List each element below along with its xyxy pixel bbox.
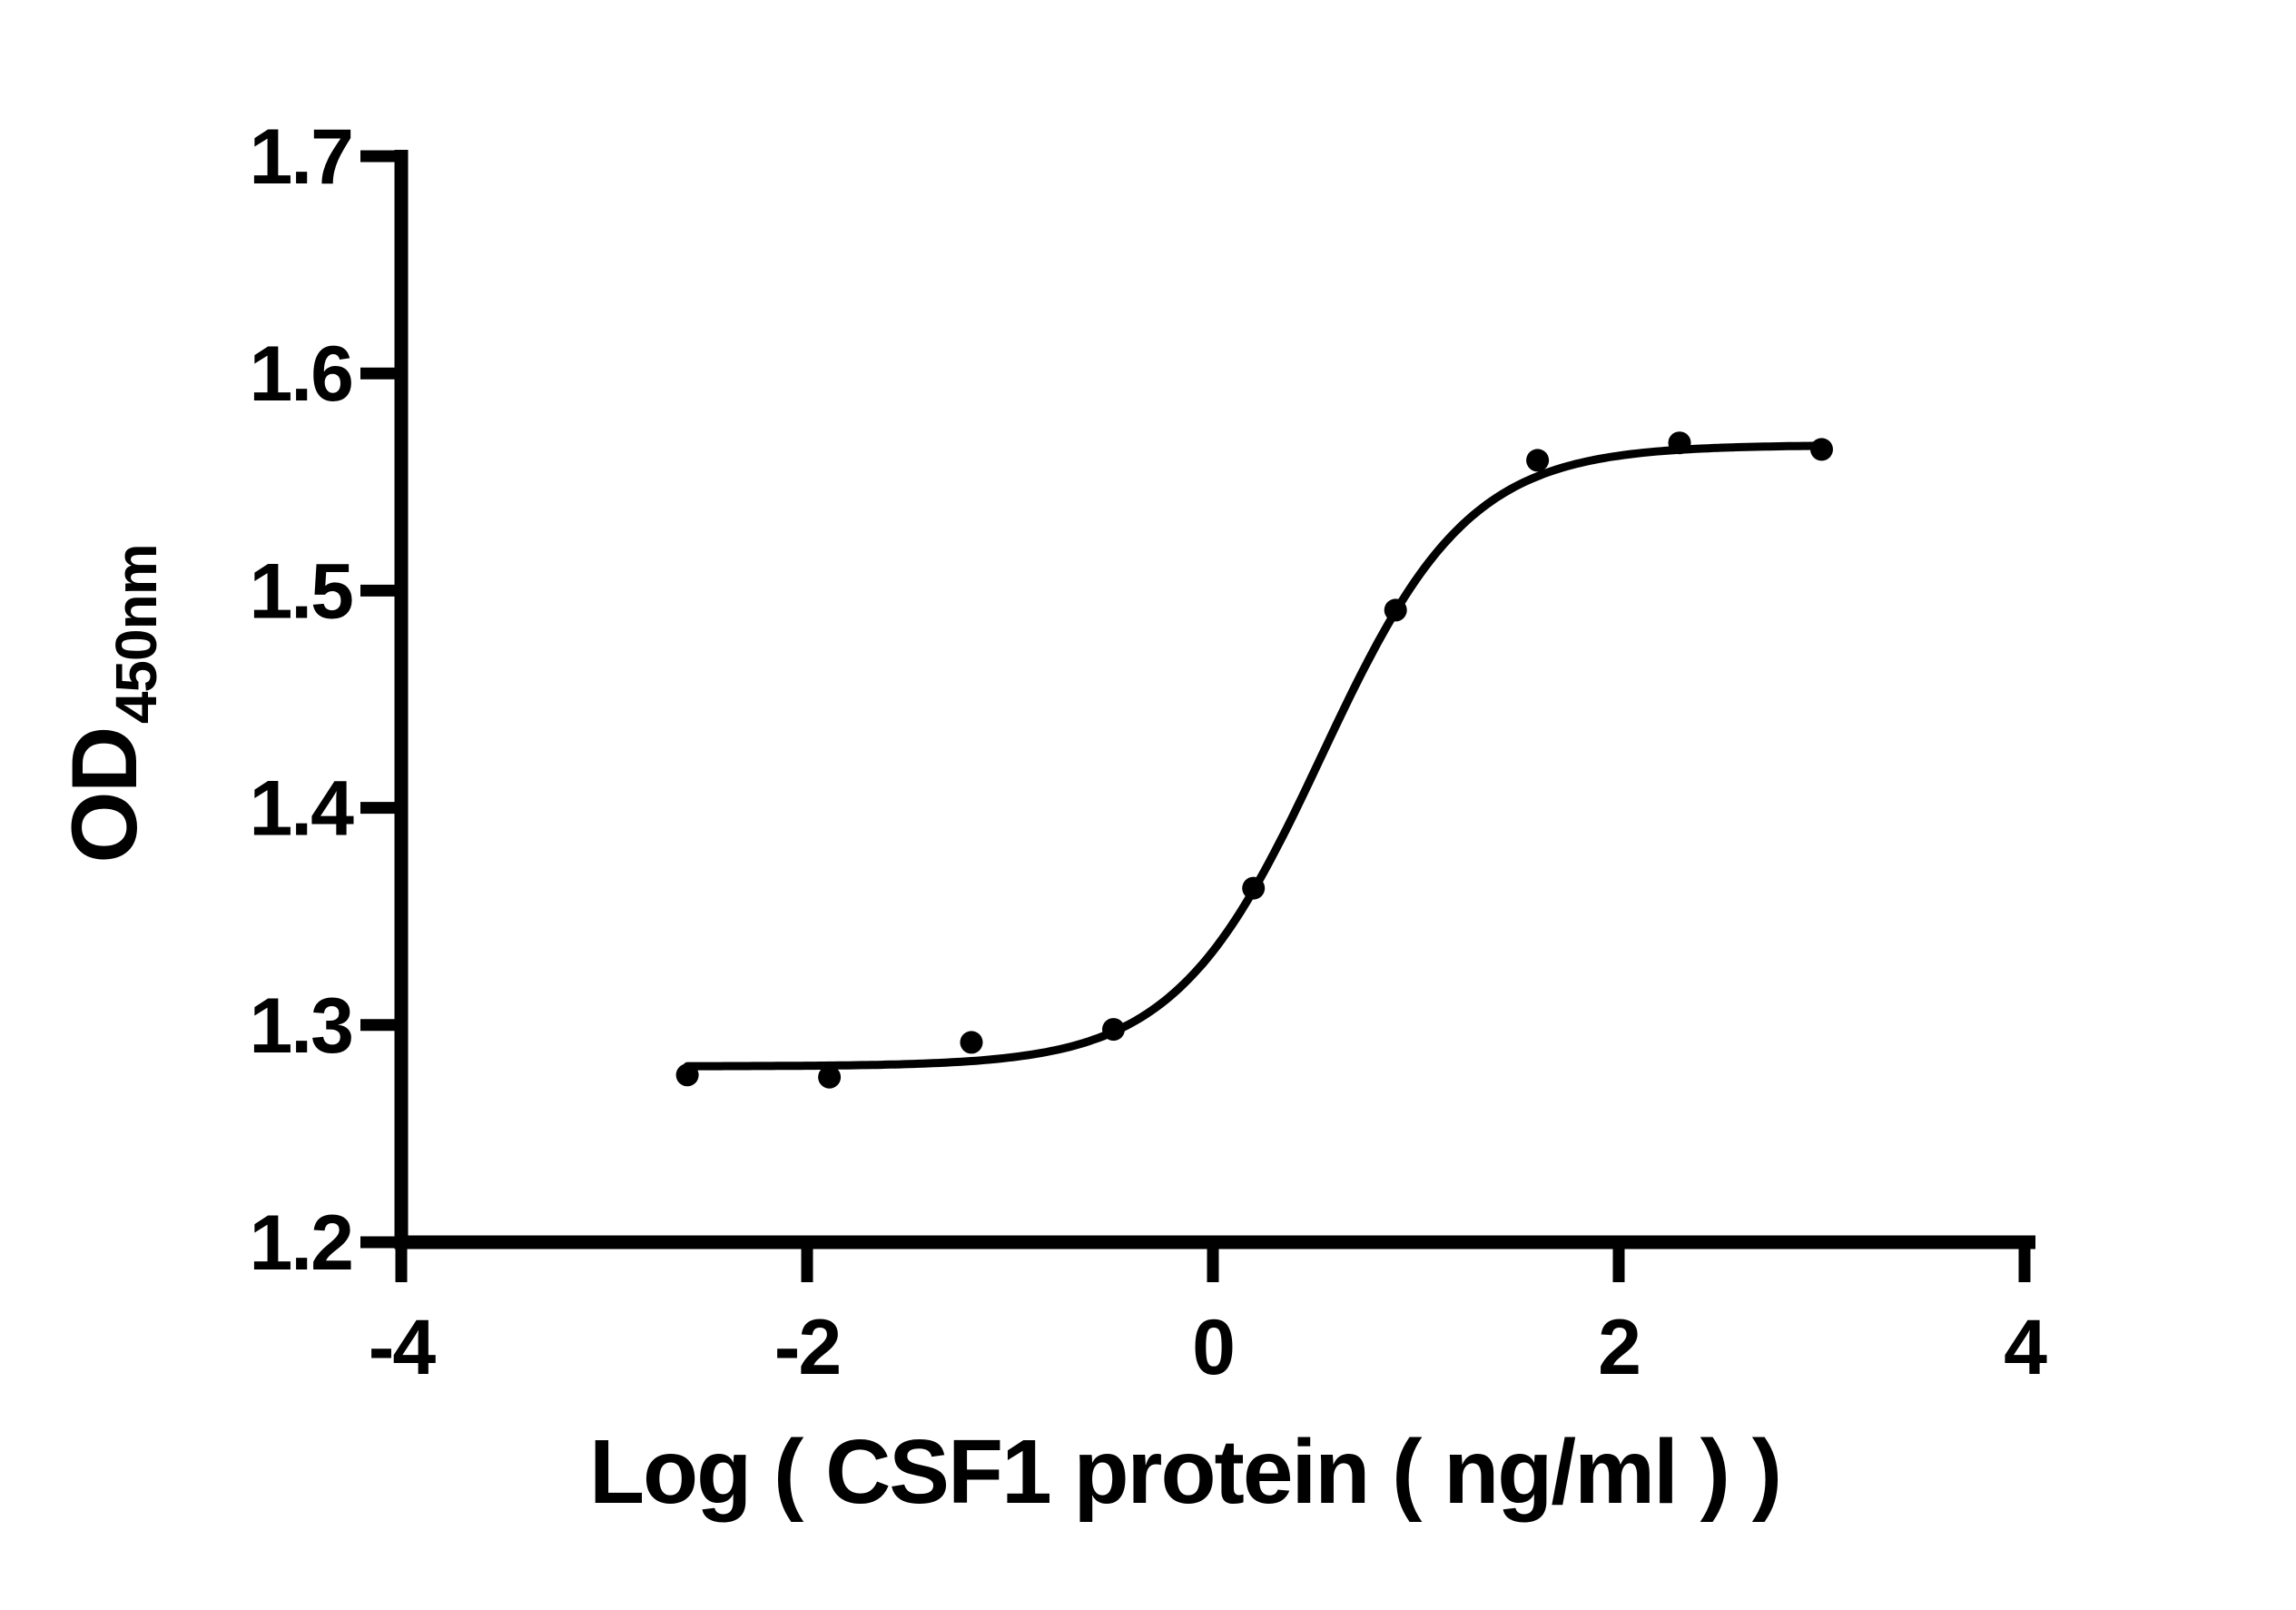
y-tick-label: 1.2 bbox=[249, 1200, 352, 1287]
data-points-layer bbox=[675, 431, 1833, 1089]
x-tick-label: 4 bbox=[2004, 1304, 2047, 1391]
y-tick-label: 1.7 bbox=[249, 114, 352, 201]
x-tick-label: -4 bbox=[369, 1304, 437, 1391]
tick-labels: 1.2 1.3 1.4 1.5 1.6 1.7 -4 -2 0 2 4 bbox=[249, 114, 2049, 1391]
data-point bbox=[960, 1031, 983, 1054]
data-point bbox=[1526, 449, 1550, 472]
x-tick-label: 0 bbox=[1192, 1304, 1234, 1391]
y-axis-title-subscript: 450nm bbox=[103, 544, 169, 724]
x-tick-label: 2 bbox=[1598, 1304, 1640, 1391]
y-tick-label: 1.3 bbox=[249, 983, 352, 1070]
data-point bbox=[818, 1065, 842, 1089]
y-tick-label: 1.6 bbox=[249, 331, 352, 418]
fit-curve bbox=[683, 441, 1826, 1071]
data-point bbox=[1668, 431, 1691, 455]
tick-marks bbox=[360, 150, 2031, 1282]
axes bbox=[394, 150, 2035, 1249]
data-point bbox=[1810, 438, 1833, 461]
x-tick-label: -2 bbox=[774, 1304, 840, 1391]
x-axis-title: Log ( CSF1 protein ( ng/ml ) ) bbox=[589, 1421, 1780, 1523]
data-point bbox=[1102, 1018, 1125, 1042]
data-point bbox=[1242, 876, 1266, 900]
y-axis-title: OD 450nm bbox=[53, 544, 169, 863]
y-tick-label: 1.4 bbox=[249, 765, 354, 853]
y-tick-label: 1.5 bbox=[249, 548, 352, 635]
y-axis-title-main: OD bbox=[53, 728, 156, 864]
data-point bbox=[675, 1063, 699, 1087]
fit-curve-layer bbox=[683, 441, 1826, 1071]
data-point bbox=[1384, 598, 1407, 622]
